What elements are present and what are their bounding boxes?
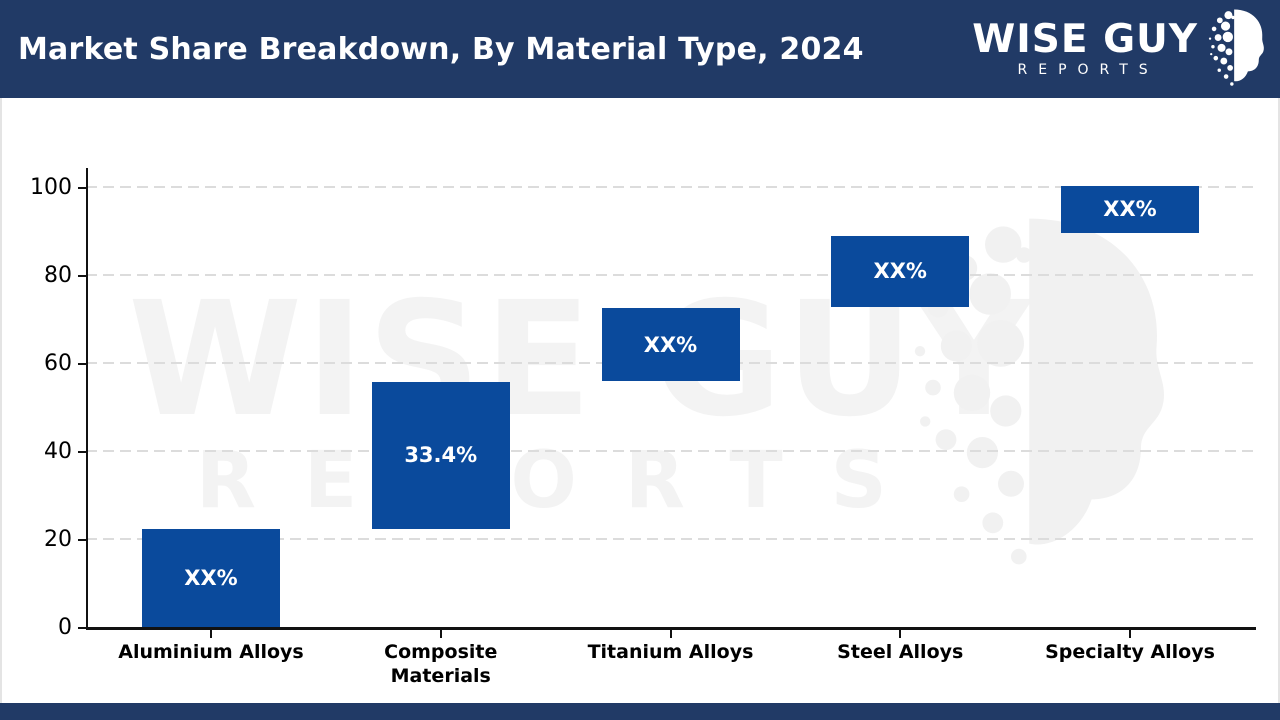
y-tick-label-0: 0 — [58, 615, 72, 640]
page-title: Market Share Breakdown, By Material Type… — [18, 31, 864, 67]
y-tick-label-60: 60 — [44, 351, 72, 376]
y-tick-label-80: 80 — [44, 263, 72, 288]
bar-value-label: 33.4% — [404, 443, 478, 468]
bar-titanium-alloys: XX% — [601, 308, 740, 382]
logo-subtext: REPORTS — [1017, 62, 1159, 78]
bar-steel-alloys: XX% — [831, 235, 970, 307]
gridline-40 — [86, 450, 1256, 452]
y-tick-100 — [78, 187, 86, 189]
footer-bar — [0, 703, 1280, 720]
logo-face-icon — [1208, 9, 1264, 86]
y-tick-80 — [78, 275, 86, 277]
x-tick-4 — [1129, 630, 1131, 638]
logo-text: WISE GUY REPORTS — [972, 20, 1198, 78]
y-tick-label-100: 100 — [30, 175, 72, 200]
wiseguy-logo: WISE GUY REPORTS — [972, 4, 1272, 94]
bar-composite-materials: 33.4% — [371, 381, 510, 529]
y-tick-20 — [78, 539, 86, 541]
x-tick-0 — [210, 630, 212, 638]
x-tick-3 — [899, 630, 902, 638]
bar-value-label: XX% — [1103, 197, 1157, 222]
x-tick-2 — [669, 630, 672, 638]
bar-specialty-alloys: XX% — [1061, 185, 1199, 234]
x-axis-line — [86, 627, 1256, 630]
bar-value-label: XX% — [184, 565, 238, 590]
header-bar: Market Share Breakdown, By Material Type… — [0, 0, 1280, 98]
y-axis-line — [86, 168, 88, 630]
gridline-80 — [86, 274, 1256, 276]
y-tick-60 — [78, 363, 86, 365]
bar-value-label: XX% — [643, 332, 698, 357]
bar-value-label: XX% — [873, 259, 927, 284]
y-tick-40 — [78, 451, 86, 453]
x-category-label: Composite Materials — [384, 641, 498, 687]
y-tick-label-40: 40 — [44, 439, 72, 464]
y-tick-label-20: 20 — [44, 527, 72, 552]
x-category-label: Titanium Alloys — [587, 641, 754, 663]
x-category-label: Aluminium Alloys — [118, 641, 304, 663]
gridline-100 — [86, 186, 1256, 188]
gridline-20 — [86, 538, 1256, 540]
x-category-label: Steel Alloys — [837, 641, 964, 663]
y-tick-0 — [78, 627, 86, 629]
x-tick-1 — [439, 630, 442, 638]
logo-wordmark: WISE GUY — [972, 17, 1198, 62]
x-category-label: Specialty Alloys — [1045, 641, 1215, 663]
bar-aluminium-alloys: XX% — [142, 528, 280, 627]
